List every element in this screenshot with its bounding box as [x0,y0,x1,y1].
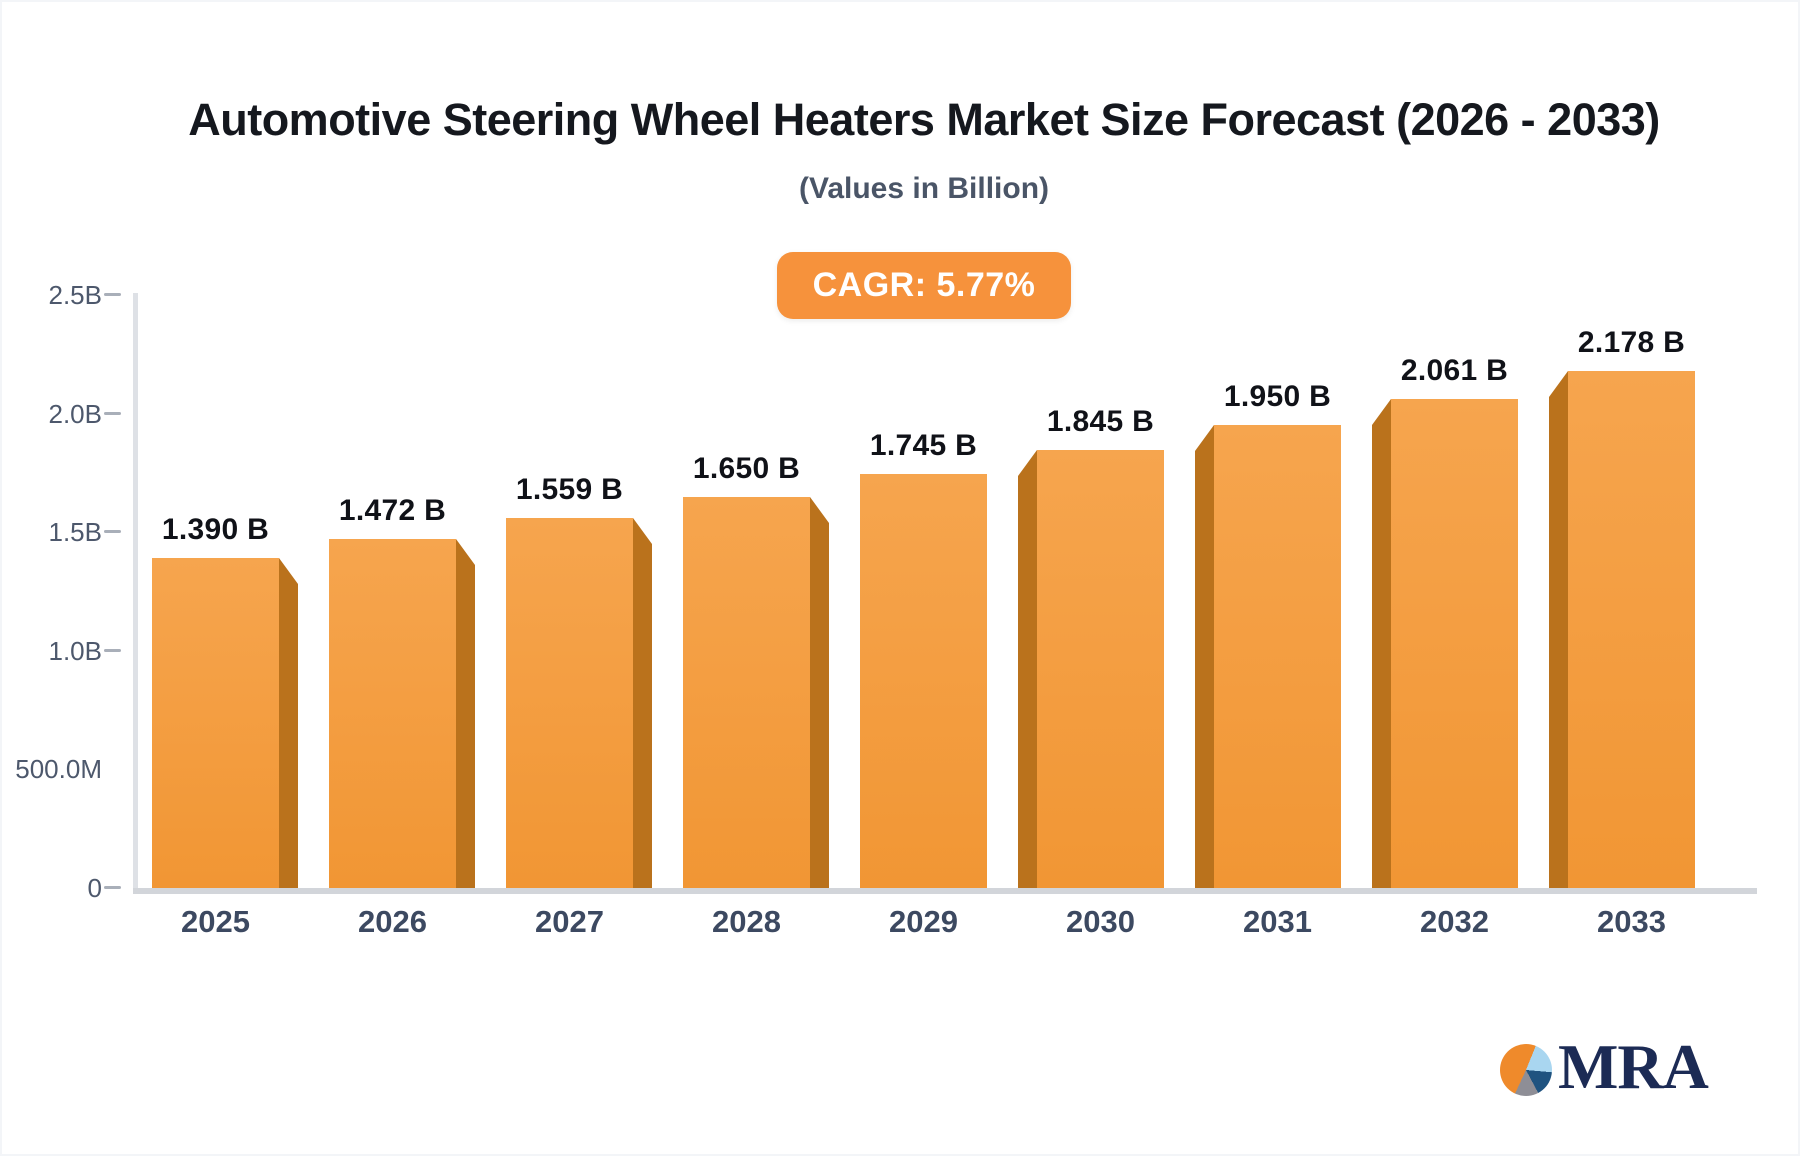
bar-3d-side [456,539,475,888]
y-axis-label: 1.0B [48,635,103,666]
y-axis-tick [104,293,121,296]
bar-2028[interactable] [683,497,810,888]
x-axis-year-label: 2030 [1066,904,1135,939]
cagr-badge: CAGR: 5.77% [776,252,1072,319]
bar-value-label: 2.061 B [1400,354,1509,387]
bar-value-label: 1.650 B [692,452,801,485]
x-axis-year-label: 2027 [535,904,604,939]
bar-value-label: 1.950 B [1223,380,1332,413]
x-axis-year-label: 2026 [358,904,427,939]
bar-3d-side [633,518,652,888]
bar-2032[interactable] [1391,399,1518,888]
x-axis-year-label: 2031 [1243,904,1312,939]
logo-text: MRA [1558,1031,1709,1102]
bar-2025[interactable] [152,558,279,888]
x-axis-year-label: 2032 [1420,904,1489,939]
bar-2026[interactable] [329,539,456,888]
bar-2031[interactable] [1214,425,1341,888]
x-axis-year-label: 2025 [181,904,250,939]
x-axis-year-label: 2029 [889,904,958,939]
y-axis-label: 1.5B [48,517,103,548]
cagr-badge-row: CAGR: 5.77% [46,252,1798,319]
bar-3d-side [1195,425,1214,888]
y-axis-label: 2.5B [48,280,103,310]
bar-3d-side [1018,450,1037,888]
y-axis-tick [104,411,121,415]
bar-value-label: 1.845 B [1046,405,1155,438]
chart-subtitle: (Values in Billion) [798,172,1050,205]
bar-2029[interactable] [860,474,987,888]
bar-2030[interactable] [1037,450,1164,888]
y-axis-label: 0 [87,873,102,903]
x-axis-year-label: 2033 [1597,904,1666,939]
bar-value-label: 1.472 B [338,494,447,527]
x-axis-baseline [133,888,1757,894]
y-axis-label: 2.0B [48,398,103,429]
bar-3d-side [279,558,298,888]
chart-title: Automotive Steering Wheel Heaters Market… [188,94,1660,145]
bar-3d-side [1549,371,1568,888]
bar-3d-side [1372,399,1391,888]
x-axis-year-label: 2028 [712,904,781,939]
bar-3d-side [810,497,829,888]
y-axis-tick [104,886,121,889]
mra-logo: MRA [1500,1031,1709,1102]
bar-value-label: 1.745 B [869,429,978,462]
pie-chart-icon [1500,1044,1552,1096]
y-axis-line [133,293,138,894]
y-axis-label: 500.0M [15,754,102,785]
bar-value-label: 1.559 B [515,473,624,506]
bar-2027[interactable] [506,518,633,888]
bar-value-label: 1.390 B [161,513,270,546]
y-axis-tick [104,648,121,652]
bar-2033[interactable] [1568,371,1695,888]
y-axis-tick [104,530,121,534]
bar-value-label: 2.178 B [1577,326,1686,359]
